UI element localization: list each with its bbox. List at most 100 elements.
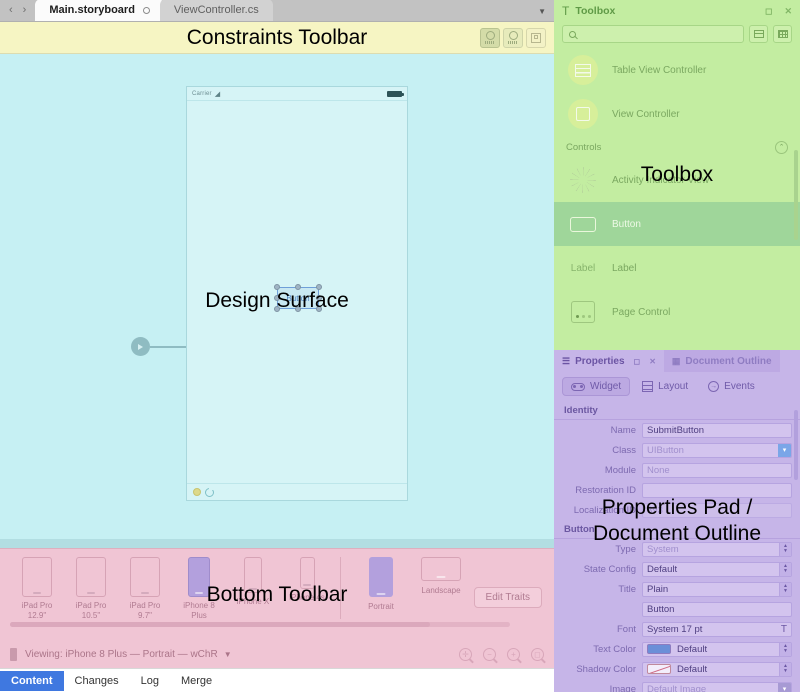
- toolbox-section-controls[interactable]: Controls ⌃: [554, 136, 800, 158]
- status-tab-merge[interactable]: Merge: [180, 674, 213, 687]
- device-strip-scrollbar[interactable]: [10, 622, 510, 627]
- device-option-ipad-pro-12-9[interactable]: iPad Pro 12.9": [10, 557, 64, 621]
- nav-forward-icon[interactable]: ›: [22, 4, 27, 16]
- stepper-icon[interactable]: ▲ ▼: [779, 542, 791, 556]
- zoom-in-button[interactable]: +: [507, 648, 520, 661]
- device-option-ipad-pro-10-5[interactable]: iPad Pro 10.5": [64, 557, 118, 621]
- toolbox-item-page-control[interactable]: Page Control: [554, 290, 800, 334]
- toolbox-item-activity-indicator-view[interactable]: Activity Indicator View: [554, 158, 800, 202]
- exit-icon[interactable]: [205, 487, 214, 497]
- segment-events[interactable]: → Events: [700, 378, 763, 395]
- color-swatch[interactable]: [647, 644, 671, 654]
- viewing-dropdown-caret-icon[interactable]: ▼: [223, 650, 232, 659]
- chevron-down-icon[interactable]: ▼: [538, 7, 546, 16]
- nav-back-icon[interactable]: ‹: [9, 4, 13, 16]
- zoom-actual-size-button[interactable]: ◻: [531, 648, 544, 661]
- title-style-field[interactable]: Plain ▲ ▼: [642, 581, 792, 597]
- toolbox-item-label[interactable]: Label Label: [554, 246, 800, 290]
- toolbox-item-button[interactable]: Button: [554, 202, 800, 246]
- state-config-field[interactable]: Default ▲ ▼: [642, 561, 792, 577]
- toolbox-maximize-icon[interactable]: ◻: [764, 5, 773, 16]
- entry-point-knob-icon[interactable]: [131, 337, 150, 356]
- device-option-iphone-x[interactable]: iPhone X: [226, 557, 280, 607]
- tab-viewcontroller-cs[interactable]: ViewController.cs: [159, 0, 273, 21]
- events-icon: →: [708, 381, 720, 392]
- shadow-color-field[interactable]: Default ▲ ▼: [642, 661, 792, 677]
- chevron-up-icon[interactable]: ⌃: [775, 140, 788, 154]
- properties-pad-tabs: ☰ Properties ◻ ✕ ▦ Document Outline: [554, 350, 800, 372]
- zoom-fit-button[interactable]: ✛: [459, 648, 472, 661]
- device-label: iPad Pro 9.7": [129, 601, 161, 620]
- status-tab-content[interactable]: Content: [0, 670, 64, 691]
- properties-pad-scrollbar[interactable]: [794, 410, 798, 480]
- resize-handle-s[interactable]: [295, 306, 301, 312]
- device-option-ipad-pro-9-7[interactable]: iPad Pro 9.7": [118, 557, 172, 621]
- class-field[interactable]: UIButton ▾: [642, 442, 792, 458]
- property-label: Restoration ID: [575, 484, 636, 496]
- search-icon: [569, 30, 576, 38]
- font-field[interactable]: System 17 pt T: [642, 621, 792, 637]
- edit-constraints-button[interactable]: [480, 27, 500, 48]
- frame-editor-button[interactable]: [526, 27, 546, 48]
- property-row-module: Module None: [554, 460, 800, 480]
- orientation-option-landscape[interactable]: Landscape: [411, 557, 471, 596]
- stepper-icon[interactable]: ▲ ▼: [779, 642, 791, 656]
- tab-close-dot-icon[interactable]: [142, 6, 150, 14]
- tab-main-storyboard-label: Main.storyboard: [49, 4, 135, 16]
- list-view-button[interactable]: [749, 25, 768, 43]
- module-field[interactable]: None: [642, 462, 792, 478]
- localization-id-field[interactable]: 393: [642, 502, 792, 518]
- segment-widget[interactable]: Widget: [562, 377, 631, 396]
- status-tab-changes[interactable]: Changes: [74, 674, 119, 687]
- toolbox-close-icon[interactable]: ✕: [784, 5, 792, 16]
- color-swatch[interactable]: [647, 664, 671, 674]
- toolbox-item-view-controller[interactable]: View Controller: [554, 92, 800, 136]
- font-picker-icon[interactable]: T: [780, 623, 787, 635]
- design-surface-horizontal-scrollbar[interactable]: [0, 539, 554, 548]
- toolbox-item-table-view-controller[interactable]: Table View Controller: [554, 48, 800, 92]
- tab-properties[interactable]: ☰ Properties ◻ ✕: [554, 350, 664, 372]
- device-selector-strip[interactable]: iPad Pro 12.9" iPad Pro 10.5" iPad Pro 9…: [0, 549, 554, 621]
- tab-main-storyboard[interactable]: Main.storyboard: [35, 0, 164, 21]
- properties-icon: ☰: [562, 355, 571, 366]
- text-color-field[interactable]: Default ▲ ▼: [642, 641, 792, 657]
- title-text-field[interactable]: Button: [642, 601, 792, 617]
- resize-handle-sw[interactable]: [274, 306, 280, 312]
- status-tab-log[interactable]: Log: [140, 674, 159, 687]
- orientation-option-portrait[interactable]: Portrait: [351, 557, 411, 612]
- toolbox-scrollbar[interactable]: [794, 150, 798, 240]
- resize-handle-w[interactable]: [274, 295, 280, 301]
- type-field[interactable]: System ▲ ▼: [642, 541, 792, 557]
- first-responder-icon[interactable]: [193, 488, 201, 496]
- device-option-iphone-8-plus[interactable]: iPhone 8 Plus: [172, 557, 226, 621]
- stepper-icon[interactable]: ▲ ▼: [779, 662, 791, 676]
- segment-layout[interactable]: Layout: [634, 378, 696, 395]
- viewing-status-bar: Viewing: iPhone 8 Plus — Portrait — wChR…: [0, 641, 554, 668]
- chevron-down-icon[interactable]: ▾: [778, 682, 791, 692]
- storyboard-scene-canvas[interactable]: Carrier ◢ Button: [186, 86, 408, 501]
- device-view-body[interactable]: Button: [187, 101, 407, 483]
- resize-handle-e[interactable]: [316, 295, 322, 301]
- grid-view-button[interactable]: [773, 25, 792, 43]
- selected-button-widget[interactable]: Button: [274, 284, 322, 312]
- stepper-icon[interactable]: ▲ ▼: [779, 562, 791, 576]
- toolbox-item-progress-view[interactable]: Progress View: [554, 334, 800, 350]
- auto-constraints-button[interactable]: [503, 27, 523, 48]
- device-option-iphone-4s[interactable]: iPhone 4s: [280, 557, 334, 603]
- stepper-icon[interactable]: ▲ ▼: [779, 582, 791, 596]
- resize-handle-n[interactable]: [295, 284, 301, 290]
- properties-maximize-icon[interactable]: ◻: [633, 356, 641, 366]
- chevron-down-icon[interactable]: ▾: [778, 443, 791, 457]
- zoom-out-button[interactable]: −: [483, 648, 496, 661]
- resize-handle-ne[interactable]: [316, 284, 322, 290]
- design-surface[interactable]: Carrier ◢ Button: [0, 54, 554, 548]
- toolbox-search-input[interactable]: [562, 25, 744, 43]
- restoration-id-field[interactable]: [642, 482, 792, 498]
- tab-document-outline[interactable]: ▦ Document Outline: [663, 350, 780, 372]
- image-field[interactable]: Default Image ▾: [642, 681, 792, 692]
- properties-close-icon[interactable]: ✕: [649, 356, 656, 366]
- resize-handle-nw[interactable]: [274, 284, 280, 290]
- resize-handle-se[interactable]: [316, 306, 322, 312]
- edit-traits-button[interactable]: Edit Traits: [473, 587, 542, 608]
- name-field[interactable]: SubmitButton: [642, 422, 792, 438]
